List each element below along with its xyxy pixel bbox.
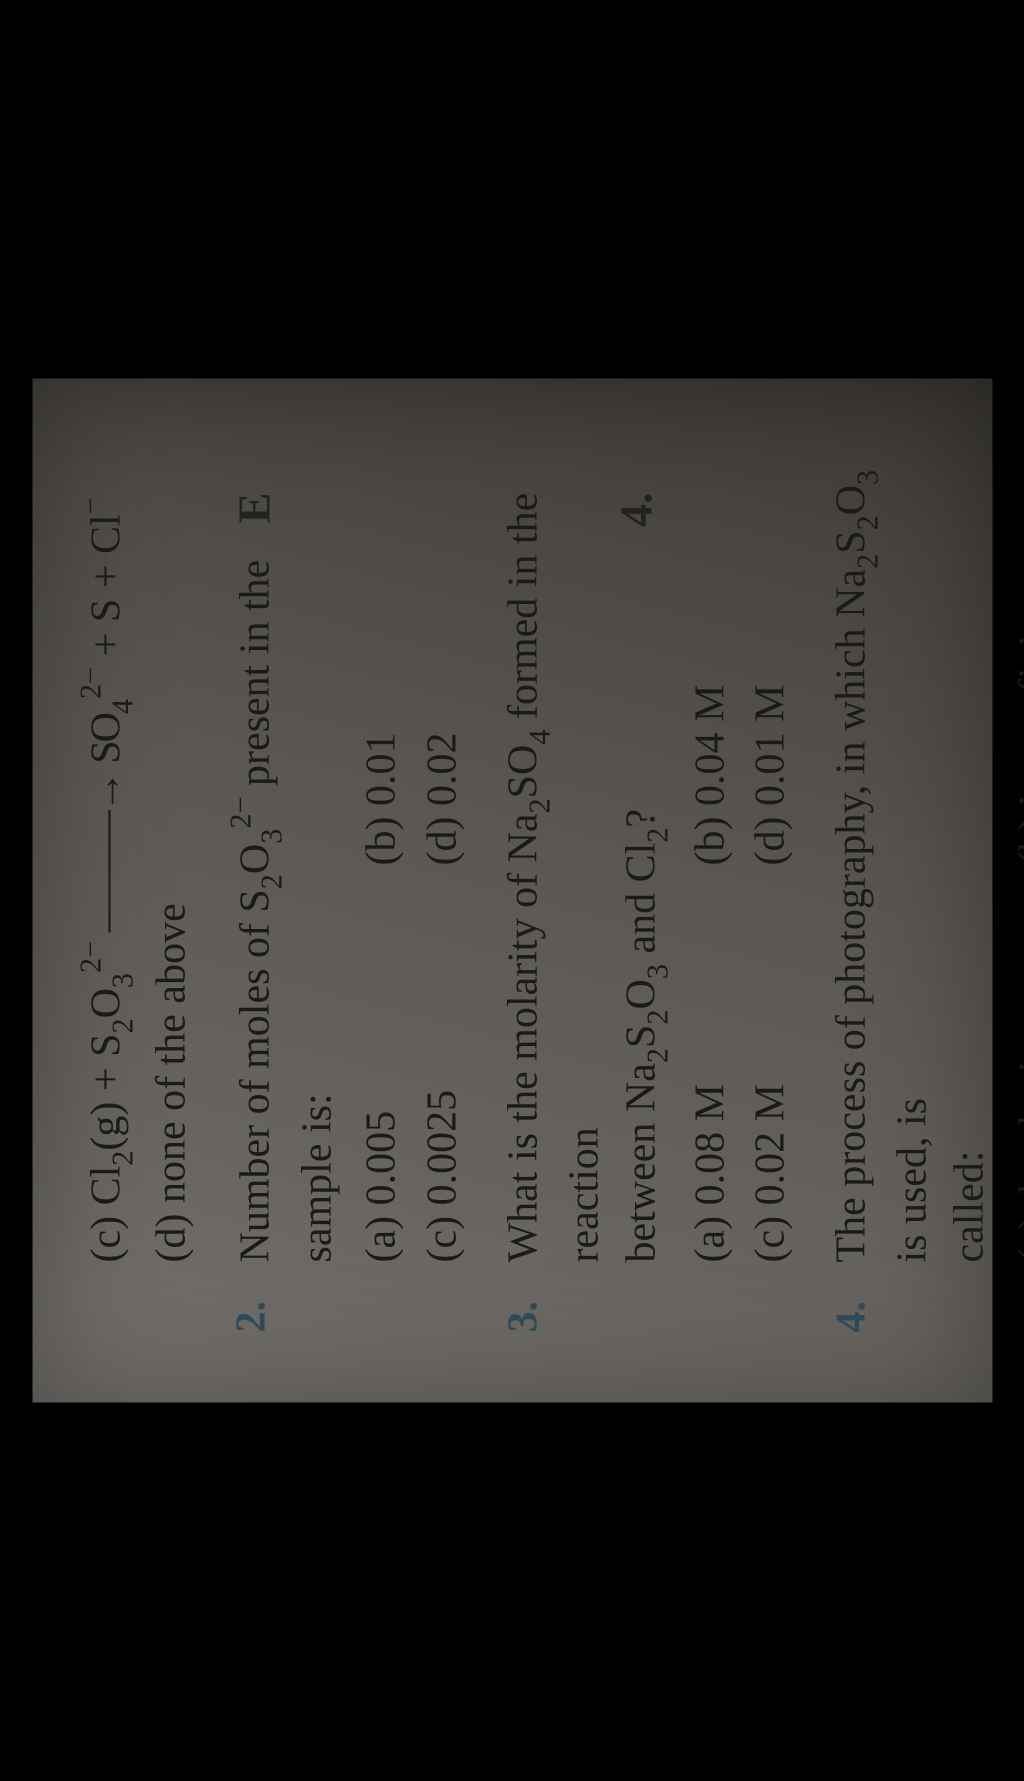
sub: 4 (522, 730, 556, 745)
option-label: (d) (419, 817, 465, 866)
option-text: developing (1011, 1019, 1024, 1206)
option-text: 0.01 (359, 733, 405, 807)
stem-text: Number of moles of S (233, 889, 279, 1262)
partial-option-c: (c) Cl2(g) + S2O32− ———→ SO42− + S + Cl−… (72, 469, 202, 1263)
sub: 3 (255, 829, 289, 844)
sub: 2 (640, 828, 674, 843)
sup-2minus: 2− (73, 941, 107, 973)
sup-minus: − (73, 497, 107, 514)
option-d-none: (d) none of the above (141, 469, 202, 1263)
option-a: (a) 0.08 M (680, 866, 741, 1263)
rotated-page-wrapper: (c) Cl2(g) + S2O32− ———→ SO42− + S + Cl−… (0, 379, 1024, 1403)
stem-text: The process of photography, in which Na (829, 569, 875, 1263)
stem-text: O (829, 485, 875, 515)
textbook-page: (c) Cl2(g) + S2O32− ———→ SO42− + S + Cl−… (32, 379, 992, 1403)
option-c-reaction: (c) Cl2(g) + S2O32− ———→ SO42− + S + Cl− (72, 469, 141, 1263)
option-label: (a) (359, 1216, 405, 1263)
option-label: (c) (748, 1216, 794, 1263)
option-text: image fixing (1011, 593, 1024, 806)
option-text: 0.08 M (687, 1084, 733, 1205)
question-3: 3. What is the molarity of Na2SO4 formed… (495, 469, 801, 1263)
option-a: (a) 0.005 (352, 866, 413, 1263)
question-stem: The process of photography, in which Na2… (824, 469, 999, 1263)
formula-cl: Cl (83, 1166, 129, 1206)
stem-text: S (618, 1025, 664, 1048)
sub: 2 (640, 1048, 674, 1063)
option-label: (b) (359, 817, 405, 866)
sub: 2 (522, 798, 556, 813)
option-b: (b) 0.04 M (680, 469, 741, 866)
stem-text: called: (947, 1151, 993, 1263)
option-c: (c) 0.02 M (741, 866, 802, 1263)
option-label: (a) (687, 1216, 733, 1263)
option-a: (a) developing (1004, 866, 1024, 1263)
sub: 2 (851, 515, 885, 530)
stem-text: O (233, 844, 279, 874)
options-grid: (a) 0.08 M (b) 0.04 M (c) 0.02 M (d) 0.0… (680, 469, 801, 1263)
formula-g-s: (g) + S (83, 1034, 129, 1151)
sub: 2 (851, 554, 885, 569)
option-label: (c) (83, 1216, 129, 1263)
sub-4: 4 (105, 699, 139, 714)
reaction-arrow: ———→ SO (83, 714, 129, 941)
option-text: 0.01 M (748, 685, 794, 806)
option-text: 0.02 (419, 733, 465, 807)
option-d: (d) 0.01 M (741, 469, 802, 866)
margin-note-e: E (224, 493, 286, 524)
option-text: 0.04 M (687, 685, 733, 806)
stem-text: SO (500, 745, 546, 799)
sub-2: 2 (105, 1151, 139, 1166)
sup: 2− (223, 796, 257, 828)
sub: 3 (851, 470, 885, 485)
option-label: (c) (419, 1216, 465, 1263)
question-2: 2. Number of moles of S2O32− present in … (224, 469, 473, 1263)
option-label: (b) (1011, 817, 1024, 866)
formula-tail: + S + Cl (83, 514, 129, 666)
option-label: (d) (148, 1214, 194, 1263)
option-text: 0.0025 (419, 1090, 465, 1206)
stem-text: and Cl (618, 843, 664, 964)
options-grid: (a) developing (b) image fixing (c) tonn… (1004, 469, 1024, 1263)
sup-2minus-b: 2− (73, 667, 107, 699)
option-text: 0.02 M (748, 1084, 794, 1205)
question-number: 3. (495, 1301, 552, 1333)
question-stem: What is the molarity of Na2SO4 formed in… (495, 469, 674, 1263)
question-number: 4. (824, 1301, 881, 1333)
stem-text: S (829, 530, 875, 553)
option-d: (d) 0.02 (412, 469, 473, 866)
sub-3: 3 (105, 973, 139, 988)
stem-text: What is the molarity of Na (500, 813, 546, 1262)
option-c: (c) 0.0025 (412, 866, 473, 1263)
sub-2b: 2 (105, 1018, 139, 1033)
option-label: (d) (748, 817, 794, 866)
formula-o: O (83, 988, 129, 1018)
option-b: (b) image fixing (1004, 469, 1024, 866)
stem-text: between Na (618, 1063, 664, 1262)
option-label: (b) (687, 817, 733, 866)
option-text: none of the above (148, 903, 194, 1203)
option-b: (b) 0.01 (352, 469, 413, 866)
stem-text: ? (618, 809, 664, 828)
sub: 2 (255, 874, 289, 889)
option-text: 0.005 (359, 1111, 405, 1206)
stem-text: is used, is (890, 1098, 936, 1263)
margin-note-4: 4. (605, 493, 667, 528)
options-grid: (a) 0.005 (b) 0.01 (c) 0.0025 (d) 0.02 (352, 469, 473, 1263)
question-4: 4. The process of photography, in which … (824, 469, 1024, 1263)
option-label: (a) (1011, 1216, 1024, 1263)
stem-text: O (618, 979, 664, 1009)
sub: 2 (640, 1009, 674, 1024)
sub: 3 (640, 964, 674, 979)
question-stem: Number of moles of S2O32− present in the… (224, 469, 346, 1263)
question-number: 2. (224, 1301, 281, 1333)
